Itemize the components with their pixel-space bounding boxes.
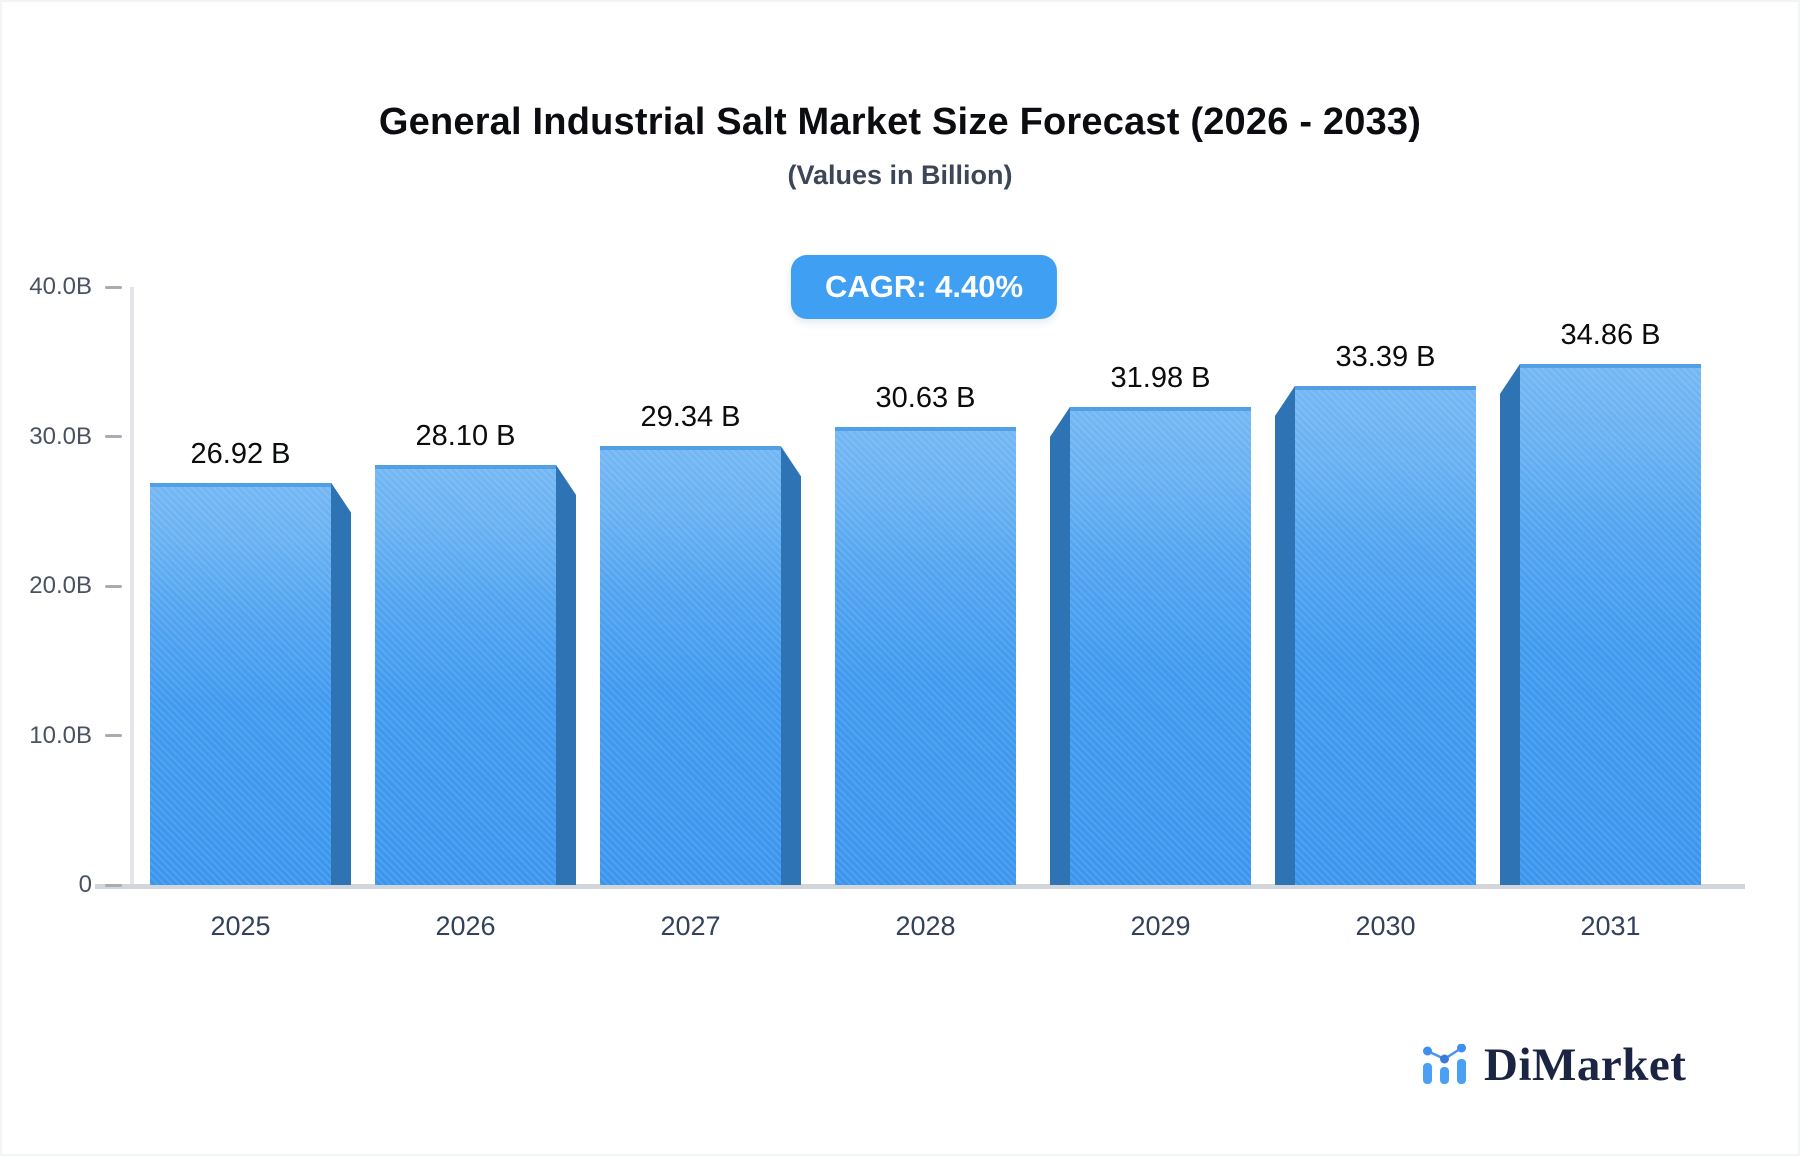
bar: 31.98 B [1050, 362, 1251, 885]
logo-text: DiMarket [1484, 1039, 1687, 1091]
y-tick: 20.0B [0, 572, 122, 600]
bar-face [375, 464, 556, 885]
y-tick: 0 [0, 871, 122, 899]
y-tick-label: 0 [78, 871, 92, 898]
x-axis-label: 2025 [210, 911, 271, 941]
x-axis-label: 2031 [1580, 911, 1641, 941]
bar-group: 29.34 B 2027 [600, 287, 801, 941]
bar-face [835, 427, 1016, 885]
bar-group: 26.92 B 2025 [150, 287, 351, 941]
bar-value-label: 29.34 B [640, 401, 741, 434]
bar: 28.10 B [375, 420, 576, 885]
bar: 34.86 B [1500, 319, 1701, 885]
x-axis-label: 2027 [660, 911, 721, 941]
bar-value-label: 26.92 B [190, 437, 291, 470]
y-tick: 10.0B [0, 722, 122, 750]
bar-3d-side [1050, 406, 1070, 885]
dimarket-logo: DiMarket [1421, 1038, 1686, 1092]
y-tick: 40.0B [0, 273, 122, 301]
bar: 29.34 B [600, 401, 801, 885]
bar-face [600, 446, 781, 885]
bar-group: 31.98 B 2029 [1050, 287, 1251, 941]
bar-value-label: 28.10 B [415, 419, 516, 452]
chart-subtitle: (Values in Billion) [787, 160, 1013, 190]
bar-value-label: 33.39 B [1335, 340, 1436, 373]
bar: 30.63 B [825, 382, 1026, 885]
bar-value-label: 34.86 B [1560, 318, 1661, 351]
bar-face [150, 482, 331, 885]
bar-group: 33.39 B 2030 [1275, 287, 1476, 941]
y-tick: 30.0B [0, 423, 122, 451]
bar-3d-side [1500, 363, 1520, 885]
bar-value-label: 31.98 B [1110, 361, 1211, 394]
y-tick-label: 10.0B [29, 721, 92, 749]
bar-group: 28.10 B 2026 [375, 287, 576, 941]
y-tick-mark [105, 734, 122, 737]
bar-3d-side [781, 446, 801, 885]
bar-face [1070, 406, 1251, 885]
y-tick-mark [105, 584, 122, 588]
x-axis-label: 2028 [895, 911, 956, 941]
x-axis-baseline [95, 884, 1745, 889]
cagr-badge: CAGR: 4.40% [790, 255, 1058, 319]
chart-title: General Industrial Salt Market Size Fore… [378, 101, 1422, 143]
y-tick-mark [105, 435, 122, 438]
bar-face [1520, 363, 1701, 885]
bar-3d-side [331, 482, 351, 885]
bar-group: 34.86 B 2031 [1500, 287, 1701, 941]
y-axis-line [130, 287, 134, 885]
y-tick-label: 40.0B [29, 273, 92, 300]
bar-group: 30.63 B 2028 [825, 287, 1026, 941]
y-tick-mark [105, 285, 122, 289]
y-tick-label: 20.0B [29, 572, 92, 599]
x-axis-label: 2026 [435, 911, 496, 941]
bar: 33.39 B [1275, 341, 1476, 885]
y-tick-label: 30.0B [29, 422, 92, 450]
x-axis-label: 2030 [1355, 911, 1416, 941]
bar-3d-side [556, 464, 576, 885]
bar-face [1295, 385, 1476, 885]
dimarket-logo-icon [1423, 1044, 1466, 1084]
bar-chart: 40.0B 30.0B 20.0B 10.0B 0 26.92 B 2025 28.10… [0, 273, 1800, 987]
y-tick-mark [105, 883, 122, 887]
bar-value-label: 30.63 B [875, 382, 976, 415]
bar-3d-side [1275, 385, 1295, 885]
plot-area: 26.92 B 2025 28.10 B 2026 29.34 B 2027 3… [150, 287, 1701, 941]
x-axis-label: 2029 [1130, 911, 1191, 941]
bar: 26.92 B [150, 438, 351, 885]
